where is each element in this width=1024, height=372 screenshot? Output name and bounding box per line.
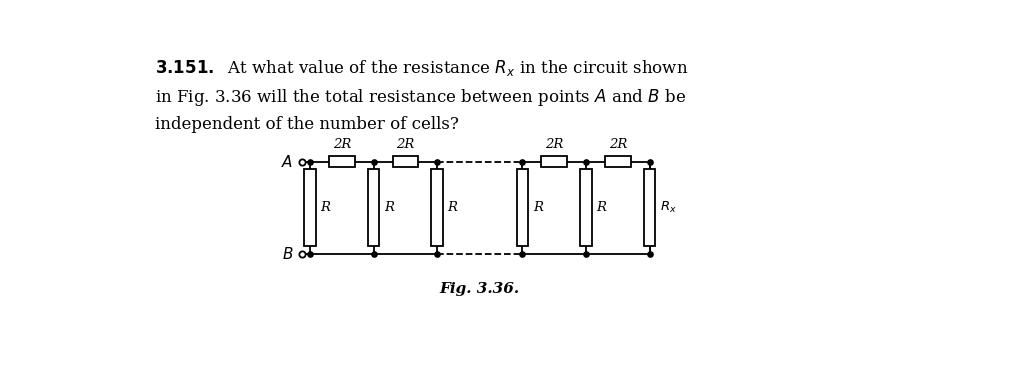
Text: R: R: [384, 201, 394, 214]
Text: $A$: $A$: [281, 154, 293, 170]
Text: R: R: [447, 201, 458, 214]
Bar: [431, 169, 443, 246]
Text: Fig. 3.36.: Fig. 3.36.: [439, 282, 520, 296]
Text: $\mathbf{3.151.}$  At what value of the resistance $R_x$ in the circuit shown: $\mathbf{3.151.}$ At what value of the r…: [155, 58, 688, 78]
Text: R: R: [532, 201, 543, 214]
Bar: [329, 156, 354, 167]
Text: $B$: $B$: [282, 246, 293, 262]
Bar: [581, 169, 592, 246]
Bar: [542, 156, 567, 167]
Text: 2R: 2R: [333, 138, 351, 151]
Text: 2R: 2R: [545, 138, 563, 151]
Text: independent of the number of cells?: independent of the number of cells?: [155, 116, 459, 133]
Text: 2R: 2R: [396, 138, 415, 151]
Bar: [605, 156, 631, 167]
Text: R: R: [597, 201, 606, 214]
Bar: [304, 169, 316, 246]
Bar: [517, 169, 528, 246]
Bar: [392, 156, 418, 167]
Text: $R_x$: $R_x$: [660, 201, 677, 215]
Text: 2R: 2R: [608, 138, 627, 151]
Text: in Fig. 3.36 will the total resistance between points $A$ and $B$ be: in Fig. 3.36 will the total resistance b…: [155, 87, 686, 108]
Text: R: R: [321, 201, 331, 214]
Bar: [368, 169, 380, 246]
Bar: [644, 169, 655, 246]
